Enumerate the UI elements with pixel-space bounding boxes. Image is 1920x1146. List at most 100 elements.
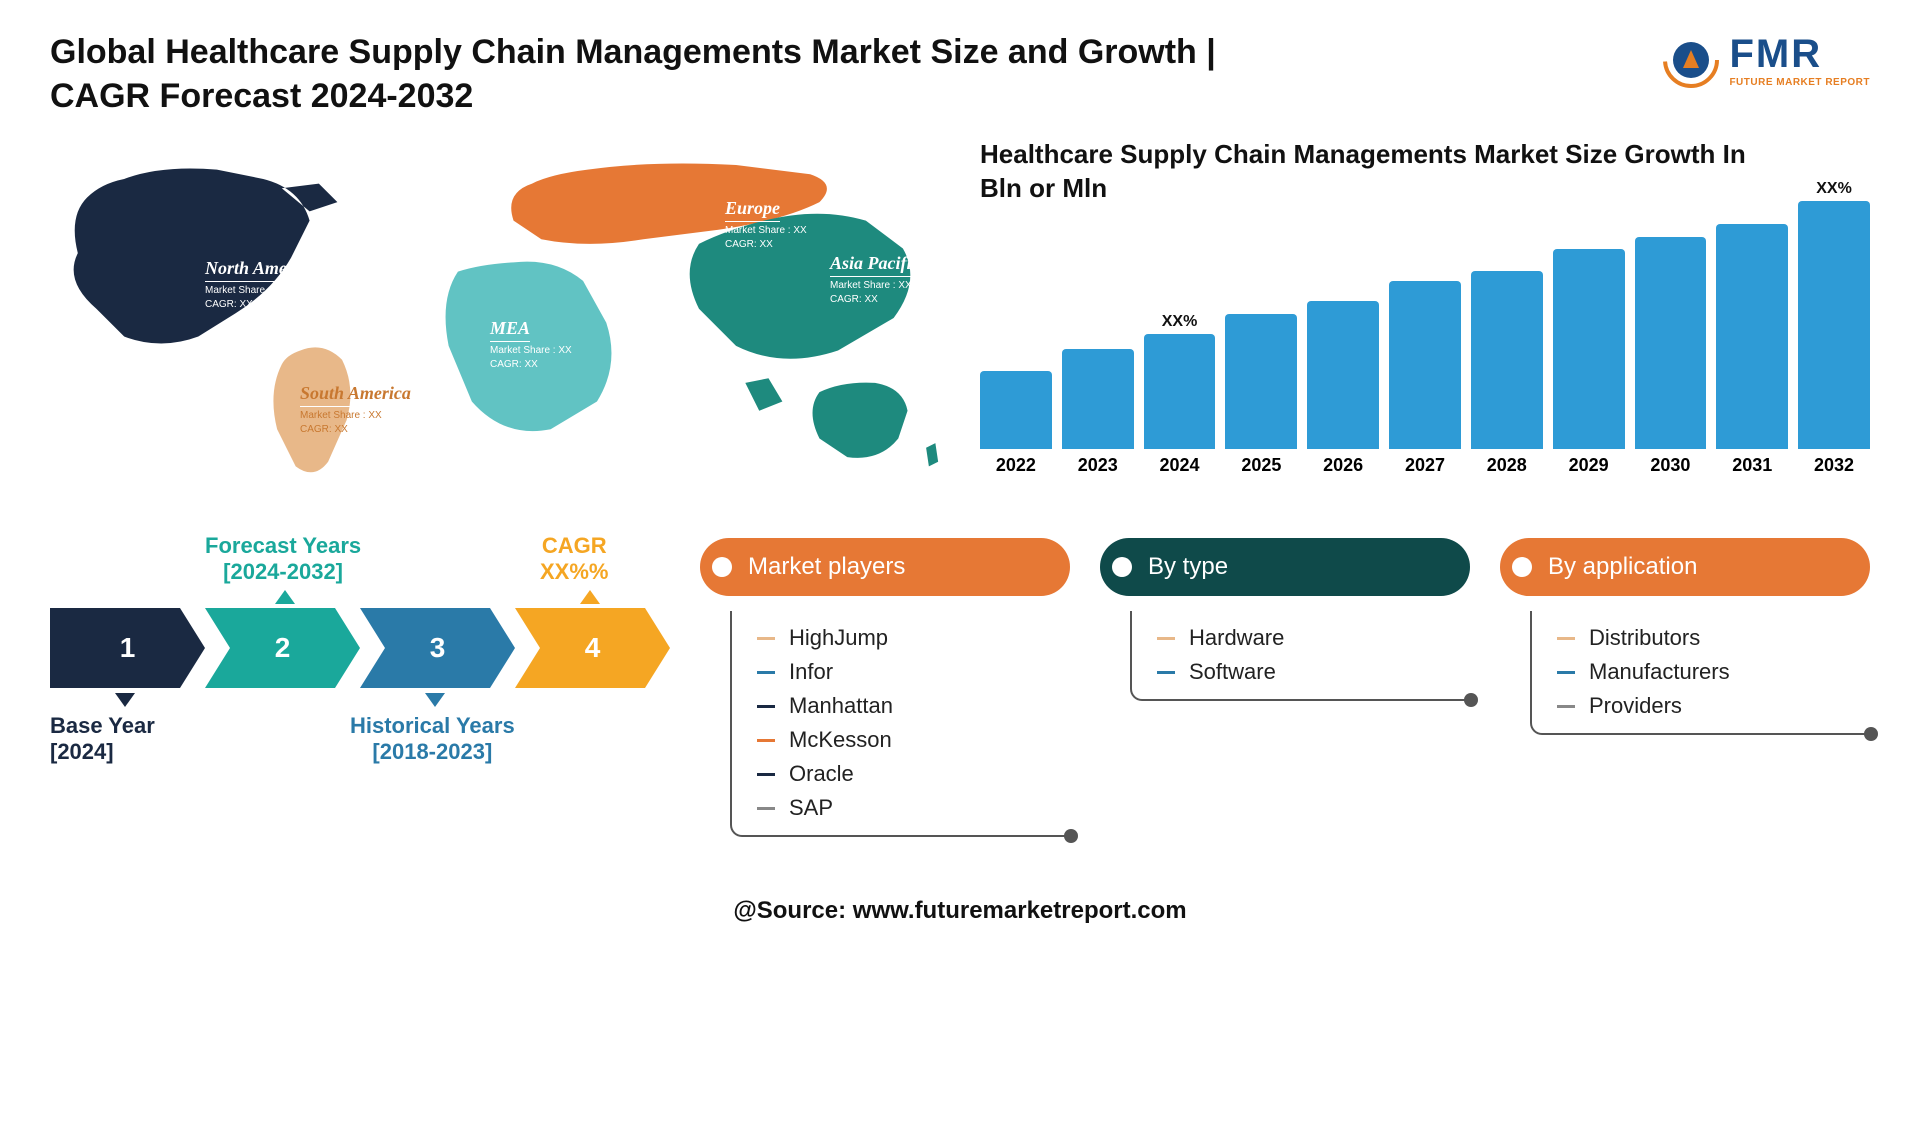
list-item-label: Software [1189, 659, 1276, 685]
bullet-icon [1112, 557, 1132, 577]
tick-icon [757, 807, 775, 810]
logo-subtitle: FUTURE MARKET REPORT [1729, 77, 1870, 88]
list-item-label: Manufacturers [1589, 659, 1730, 685]
bar [1471, 271, 1543, 449]
list-item: SAP [757, 791, 1070, 825]
bar-year-label: 2025 [1241, 455, 1281, 476]
list-item: Distributors [1557, 621, 1870, 655]
chevron-steps: 1234 [50, 608, 670, 688]
bar [1635, 237, 1707, 449]
tick-icon [1557, 637, 1575, 640]
bar-year-label: 2026 [1323, 455, 1363, 476]
timeline: Forecast Years [2024-2032] CAGR XX%% 123… [50, 538, 670, 688]
bar-annotation: XX% [1816, 180, 1852, 198]
historical-label: Historical Years [2018-2023] [350, 713, 515, 765]
bar-col: 2026 [1307, 301, 1379, 476]
category-header: Market players [700, 538, 1070, 596]
bar [1307, 301, 1379, 449]
bar [1716, 224, 1788, 449]
cagr-label: CAGR XX%% [540, 533, 608, 585]
bar-col: 2022 [980, 371, 1052, 476]
bar [1225, 314, 1297, 449]
region-label-eu: EuropeMarket Share : XXCAGR: XX [725, 198, 807, 252]
category-list: Distributors Manufacturers Providers [1530, 611, 1870, 735]
list-item: Manufacturers [1557, 655, 1870, 689]
list-item: Manhattan [757, 689, 1070, 723]
category-list: Hardware Software [1130, 611, 1470, 701]
bar-year-label: 2031 [1732, 455, 1772, 476]
tick-icon [757, 773, 775, 776]
source-attribution: @Source: www.futuremarketreport.com [50, 897, 1870, 925]
bar [1553, 249, 1625, 449]
category-box: By type Hardware Software [1100, 538, 1470, 837]
category-list: HighJump Infor Manhattan McKesson Oracle SAP [730, 611, 1070, 837]
arrow-up-icon [275, 590, 295, 604]
list-item: Software [1157, 655, 1470, 689]
tick-icon [757, 637, 775, 640]
page-title: Global Healthcare Supply Chain Managemen… [50, 30, 1250, 118]
bullet-icon [712, 557, 732, 577]
logo-icon [1661, 30, 1721, 90]
list-item-label: SAP [789, 795, 833, 821]
bar-col: XX%2024 [1144, 334, 1216, 476]
list-item-label: Oracle [789, 761, 854, 787]
tick-icon [757, 739, 775, 742]
tick-icon [757, 671, 775, 674]
category-header: By application [1500, 538, 1870, 596]
bar-col: 2023 [1062, 349, 1134, 476]
bar-col: 2027 [1389, 281, 1461, 476]
bar-year-label: 2024 [1160, 455, 1200, 476]
bar-col: 2028 [1471, 271, 1543, 476]
category-header: By type [1100, 538, 1470, 596]
bar-year-label: 2029 [1569, 455, 1609, 476]
region-label-mea: MEAMarket Share : XXCAGR: XX [490, 318, 572, 372]
category-title: By type [1148, 553, 1228, 581]
bar-year-label: 2032 [1814, 455, 1854, 476]
list-item: Providers [1557, 689, 1870, 723]
chevron-step: 2 [205, 608, 360, 688]
bar-year-label: 2027 [1405, 455, 1445, 476]
region-label-sa: South AmericaMarket Share : XXCAGR: XX [300, 383, 411, 437]
list-item-label: Infor [789, 659, 833, 685]
list-item-label: McKesson [789, 727, 892, 753]
world-map: North AmericaMarket Share : XXCAGR: XX So… [50, 138, 940, 498]
list-item: Infor [757, 655, 1070, 689]
category-title: By application [1548, 553, 1697, 581]
bar-col: 2029 [1553, 249, 1625, 476]
list-item: McKesson [757, 723, 1070, 757]
bar-col: 2031 [1716, 224, 1788, 476]
category-box: Market players HighJump Infor Manhattan McKe… [700, 538, 1070, 837]
region-label-ap: Asia PacificMarket Share : XXCAGR: XX [830, 253, 919, 307]
chevron-step: 4 [515, 608, 670, 688]
region-label-na: North AmericaMarket Share : XXCAGR: XX [205, 258, 316, 312]
arrow-down-icon [425, 693, 445, 707]
list-item-label: Hardware [1189, 625, 1284, 651]
list-item: Hardware [1157, 621, 1470, 655]
bullet-icon [1512, 557, 1532, 577]
bar-year-label: 2028 [1487, 455, 1527, 476]
bar-year-label: 2030 [1650, 455, 1690, 476]
forecast-label: Forecast Years [2024-2032] [205, 533, 361, 585]
bar-col: XX%2032 [1798, 201, 1870, 476]
bar-annotation: XX% [1162, 313, 1198, 331]
tick-icon [1557, 705, 1575, 708]
tick-icon [1557, 671, 1575, 674]
list-item-label: Distributors [1589, 625, 1700, 651]
bar [1144, 334, 1216, 449]
list-item-label: HighJump [789, 625, 888, 651]
bar-col: 2025 [1225, 314, 1297, 476]
bar [1798, 201, 1870, 449]
bar-year-label: 2023 [1078, 455, 1118, 476]
tick-icon [1157, 637, 1175, 640]
bar-year-label: 2022 [996, 455, 1036, 476]
chart-title: Healthcare Supply Chain Managements Mark… [980, 138, 1870, 206]
base-year-label: Base Year [2024] [50, 713, 155, 765]
chevron-step: 3 [360, 608, 515, 688]
bar [980, 371, 1052, 449]
growth-chart: Healthcare Supply Chain Managements Mark… [980, 138, 1870, 498]
logo-text: FMR [1729, 32, 1870, 77]
arrow-up-icon [580, 590, 600, 604]
bar-chart: 20222023XX%20242025202620272028202920302… [980, 216, 1870, 476]
list-item: Oracle [757, 757, 1070, 791]
chevron-step: 1 [50, 608, 205, 688]
